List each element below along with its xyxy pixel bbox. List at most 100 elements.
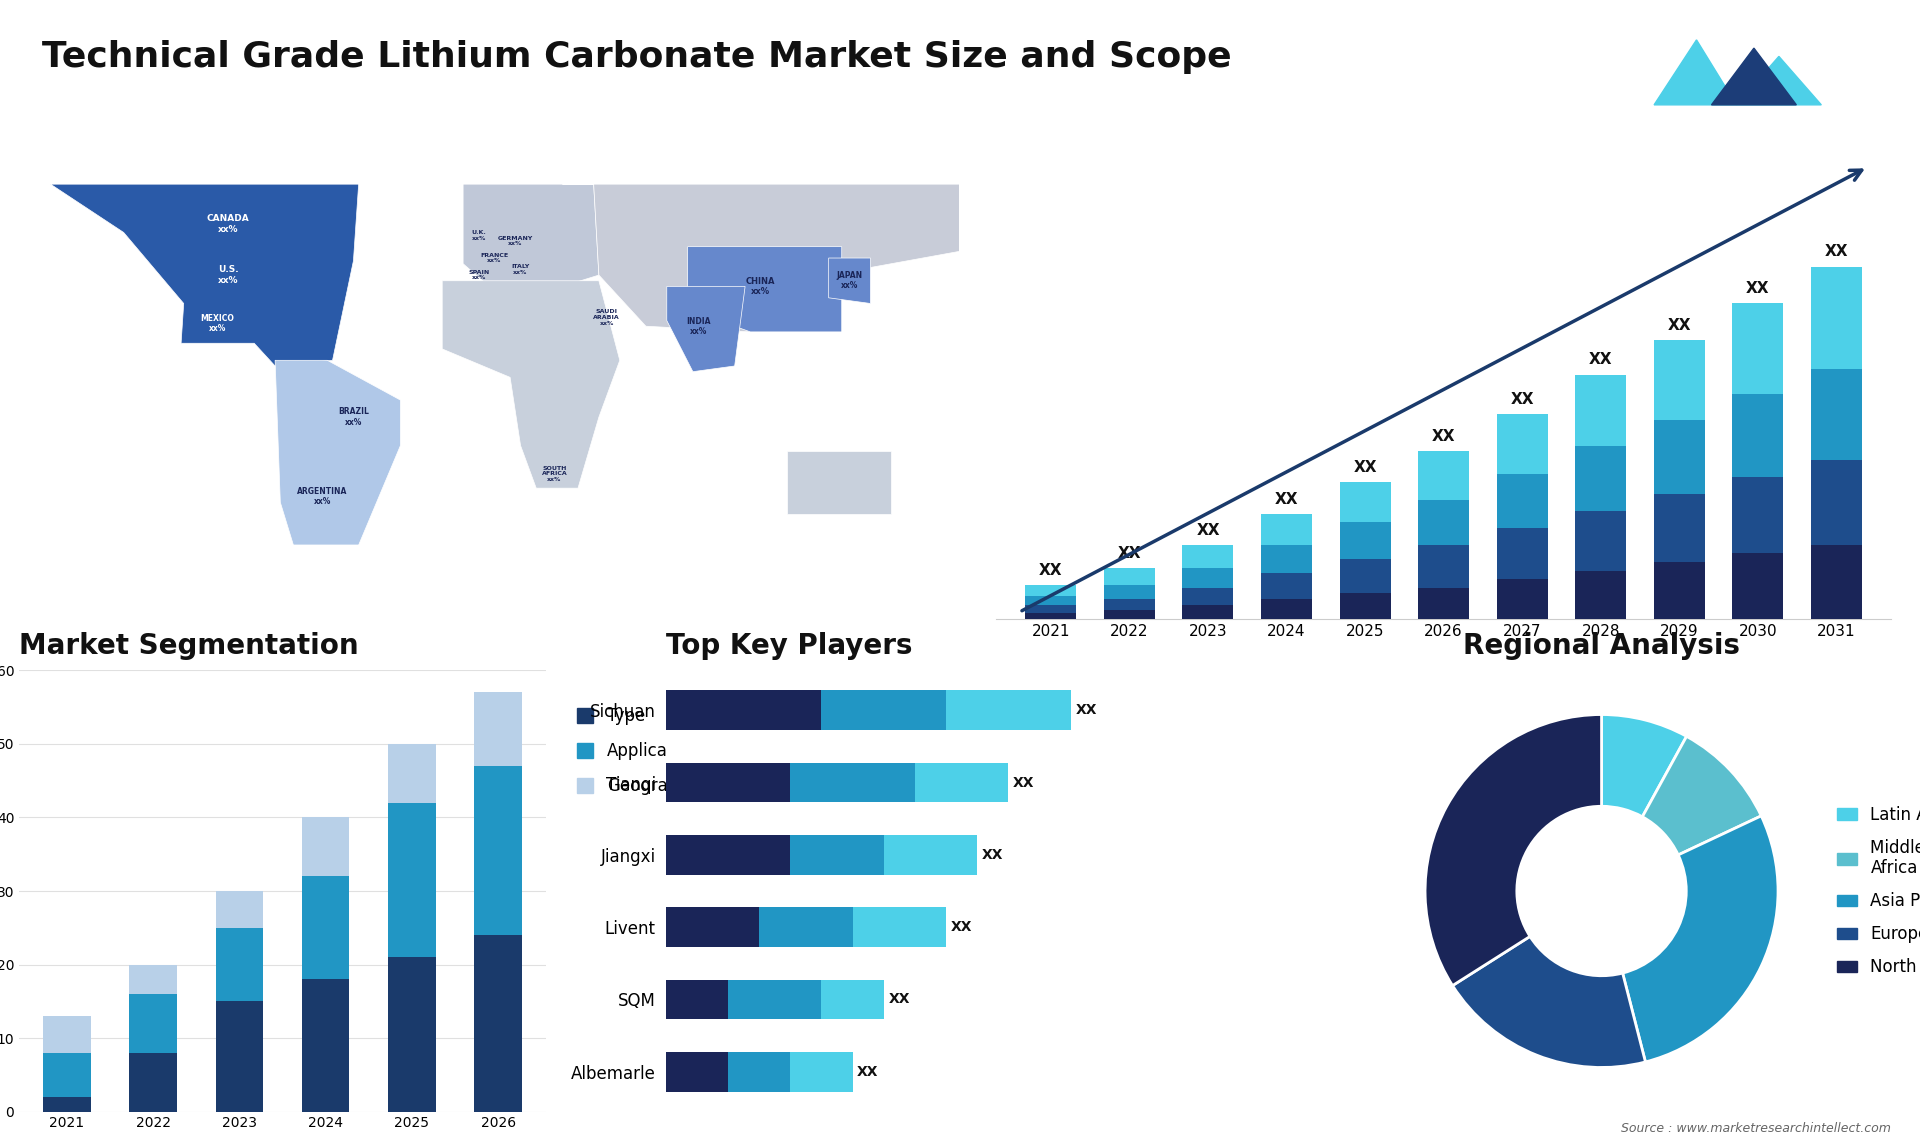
Wedge shape <box>1453 936 1645 1067</box>
Bar <box>1811 369 1862 460</box>
Polygon shape <box>1653 40 1736 104</box>
Bar <box>1340 482 1390 523</box>
Bar <box>852 908 947 947</box>
Bar <box>388 744 436 802</box>
Bar <box>666 763 791 802</box>
Polygon shape <box>50 185 359 366</box>
Bar <box>1261 573 1311 599</box>
Bar <box>1104 567 1156 584</box>
Bar <box>1025 584 1077 596</box>
Bar <box>1183 545 1233 567</box>
Bar <box>215 1002 263 1112</box>
Bar <box>1104 599 1156 611</box>
Bar <box>1574 511 1626 571</box>
Bar <box>822 690 947 730</box>
Text: XX: XX <box>1014 776 1035 790</box>
Bar <box>1496 579 1548 619</box>
Bar <box>129 1053 177 1112</box>
Text: XX: XX <box>1745 282 1770 297</box>
Bar <box>822 980 883 1019</box>
Bar <box>215 892 263 928</box>
Text: XX: XX <box>1432 429 1455 445</box>
Bar <box>1496 415 1548 474</box>
Legend: Type, Application, Geography: Type, Application, Geography <box>570 701 707 801</box>
Text: XX: XX <box>950 920 972 934</box>
Bar <box>791 835 883 874</box>
Text: Technical Grade Lithium Carbonate Market Size and Scope: Technical Grade Lithium Carbonate Market… <box>42 40 1233 74</box>
Bar <box>1574 446 1626 511</box>
Polygon shape <box>687 246 841 332</box>
Bar <box>388 802 436 957</box>
Bar <box>1340 523 1390 559</box>
Text: XX: XX <box>856 1065 879 1078</box>
Text: XX: XX <box>1667 319 1692 333</box>
Bar <box>1496 474 1548 528</box>
Wedge shape <box>1622 816 1778 1062</box>
Bar <box>1419 545 1469 588</box>
Bar <box>947 690 1071 730</box>
Bar <box>1261 545 1311 573</box>
Bar <box>728 1052 791 1091</box>
Text: FRANCE
xx%: FRANCE xx% <box>480 252 509 264</box>
Bar <box>1653 340 1705 419</box>
Text: MARKET
RESEARCH
INTELLECT: MARKET RESEARCH INTELLECT <box>1822 45 1884 83</box>
Bar <box>1261 513 1311 545</box>
Wedge shape <box>1425 715 1601 986</box>
Bar <box>301 817 349 877</box>
Bar <box>1732 554 1784 619</box>
Bar <box>1811 267 1862 369</box>
Bar <box>1419 500 1469 545</box>
Bar <box>1574 571 1626 619</box>
Polygon shape <box>787 452 891 513</box>
Bar <box>1496 528 1548 579</box>
Bar <box>474 766 522 935</box>
Bar <box>1732 477 1784 554</box>
Bar <box>129 965 177 994</box>
Text: U.K.
xx%: U.K. xx% <box>472 230 486 241</box>
Bar <box>728 980 822 1019</box>
Text: GERMANY
xx%: GERMANY xx% <box>497 236 534 246</box>
Bar <box>666 980 728 1019</box>
Bar <box>666 690 822 730</box>
Bar <box>474 935 522 1112</box>
Bar <box>1811 460 1862 545</box>
Bar <box>388 957 436 1112</box>
Bar <box>1732 394 1784 477</box>
Bar <box>301 979 349 1112</box>
Text: Top Key Players: Top Key Players <box>666 631 912 660</box>
Text: XX: XX <box>889 992 910 1006</box>
Text: XX: XX <box>1196 523 1219 537</box>
Bar <box>1183 605 1233 619</box>
Bar <box>666 835 791 874</box>
Text: XX: XX <box>1354 461 1377 476</box>
Polygon shape <box>1736 56 1822 104</box>
Bar <box>42 1053 90 1097</box>
Text: SAUDI
ARABIA
xx%: SAUDI ARABIA xx% <box>593 309 620 325</box>
Text: XX: XX <box>1275 492 1298 507</box>
Text: Source : www.marketresearchintellect.com: Source : www.marketresearchintellect.com <box>1620 1122 1891 1135</box>
Bar <box>883 835 977 874</box>
Text: XX: XX <box>981 848 1004 862</box>
Bar <box>42 1017 90 1053</box>
Polygon shape <box>829 258 870 304</box>
Bar <box>1419 452 1469 500</box>
Bar <box>1574 375 1626 446</box>
Bar <box>1419 588 1469 619</box>
Bar <box>758 908 852 947</box>
Wedge shape <box>1642 737 1761 855</box>
Text: SPAIN
xx%: SPAIN xx% <box>468 269 490 281</box>
Bar <box>129 994 177 1053</box>
Text: CANADA
xx%: CANADA xx% <box>207 214 250 234</box>
Text: U.S.
xx%: U.S. xx% <box>217 266 238 284</box>
Bar <box>1653 494 1705 562</box>
Bar <box>914 763 1008 802</box>
Bar <box>1183 588 1233 605</box>
Bar <box>791 763 914 802</box>
Polygon shape <box>463 185 599 286</box>
Bar <box>1025 605 1077 613</box>
Bar <box>1732 304 1784 394</box>
Bar <box>1104 611 1156 619</box>
Text: XX: XX <box>1511 392 1534 407</box>
Bar <box>666 1052 728 1091</box>
Bar <box>1104 584 1156 599</box>
